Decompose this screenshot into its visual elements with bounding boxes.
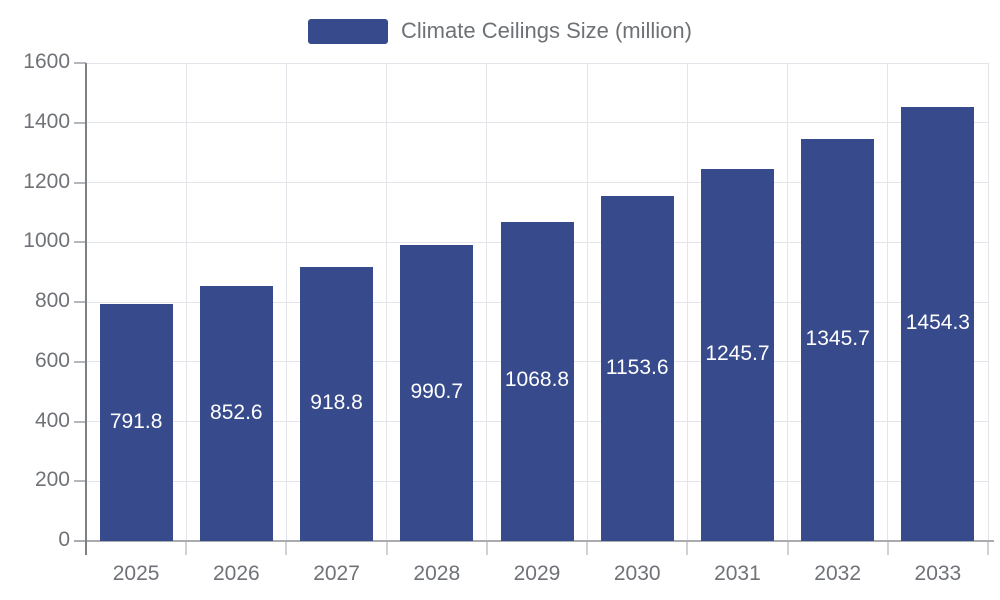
x-gridline <box>787 63 789 541</box>
bar-2031[interactable] <box>700 168 774 541</box>
y-axis-tick <box>74 62 86 64</box>
y-axis-tick <box>74 181 86 184</box>
bar-value-label: 1068.8 <box>504 368 570 392</box>
x-gridline <box>285 63 287 541</box>
y-axis-tick <box>74 301 86 303</box>
bar-2026[interactable] <box>199 286 273 541</box>
y-axis-tick <box>74 360 86 363</box>
bar-2033[interactable] <box>901 106 975 541</box>
bar-value-label: 1245.7 <box>705 341 770 365</box>
x-axis-tick <box>385 541 388 555</box>
x-gridline <box>386 63 388 541</box>
chart-legend: Climate Ceilings Size (million) <box>0 18 1000 44</box>
y-axis-tick-label: 400 <box>34 408 70 432</box>
y-axis-tick <box>74 121 86 124</box>
x-axis-tick-label: 2027 <box>313 562 360 585</box>
bar-value-label: 918.8 <box>310 390 363 414</box>
x-gridline <box>486 63 488 541</box>
bar-value-label: 1345.7 <box>805 326 870 350</box>
bar-2028[interactable] <box>400 245 474 541</box>
bar-value-label: 852.6 <box>210 400 263 424</box>
y-gridline <box>86 182 988 183</box>
x-axis-tick <box>686 541 689 555</box>
bar-value-label: 791.8 <box>109 409 163 433</box>
y-axis-tick-label: 0 <box>58 528 70 551</box>
y-axis-tick-label: 1200 <box>23 169 70 193</box>
x-axis-tick <box>786 541 789 555</box>
y-axis-tick-label: 800 <box>34 289 70 312</box>
y-axis-tick-label: 1000 <box>23 229 70 253</box>
x-axis-tick <box>485 541 488 555</box>
bar-2029[interactable] <box>500 221 574 541</box>
x-axis-tick-label: 2031 <box>714 562 761 585</box>
x-gridline <box>185 63 187 541</box>
x-axis-line <box>75 540 994 542</box>
bar-value-label: 990.7 <box>410 380 464 403</box>
y-axis-tick-label: 600 <box>34 348 70 372</box>
x-axis-tick <box>987 541 989 555</box>
x-axis-tick <box>185 541 188 555</box>
y-gridline <box>86 62 988 64</box>
y-axis-tick-label: 1400 <box>23 109 70 133</box>
y-axis-tick <box>74 480 86 483</box>
x-axis-tick <box>285 541 288 555</box>
x-axis-tick-label: 2028 <box>413 562 461 585</box>
y-axis-tick-label: 200 <box>34 468 70 492</box>
legend-swatch[interactable] <box>308 18 389 44</box>
x-axis-tick-label: 2030 <box>613 562 661 585</box>
y-axis-line <box>85 63 87 555</box>
bar-value-label: 1454.3 <box>905 310 970 334</box>
bar-2030[interactable] <box>600 196 674 541</box>
y-axis-tick <box>74 420 86 423</box>
x-gridline <box>887 63 889 541</box>
x-gridline <box>987 63 989 541</box>
legend-label[interactable]: Climate Ceilings Size (million) <box>401 18 692 43</box>
bar-value-label: 1153.6 <box>605 355 669 379</box>
x-axis-tick-label: 2026 <box>212 562 260 585</box>
y-axis-tick-label: 1600 <box>23 50 70 73</box>
x-axis-tick <box>586 541 589 555</box>
x-gridline <box>686 63 688 541</box>
x-axis-tick-label: 2029 <box>513 562 561 585</box>
bar-2032[interactable] <box>801 138 875 541</box>
x-gridline <box>586 63 588 541</box>
bar-2025[interactable] <box>99 304 173 541</box>
x-axis-tick-label: 2032 <box>814 562 862 585</box>
bar-2027[interactable] <box>300 266 374 541</box>
x-axis-tick-label: 2025 <box>112 562 160 585</box>
x-axis-tick <box>886 541 889 555</box>
y-axis-tick <box>74 241 86 244</box>
y-gridline <box>86 122 988 124</box>
x-axis-tick-label: 2033 <box>914 562 962 585</box>
